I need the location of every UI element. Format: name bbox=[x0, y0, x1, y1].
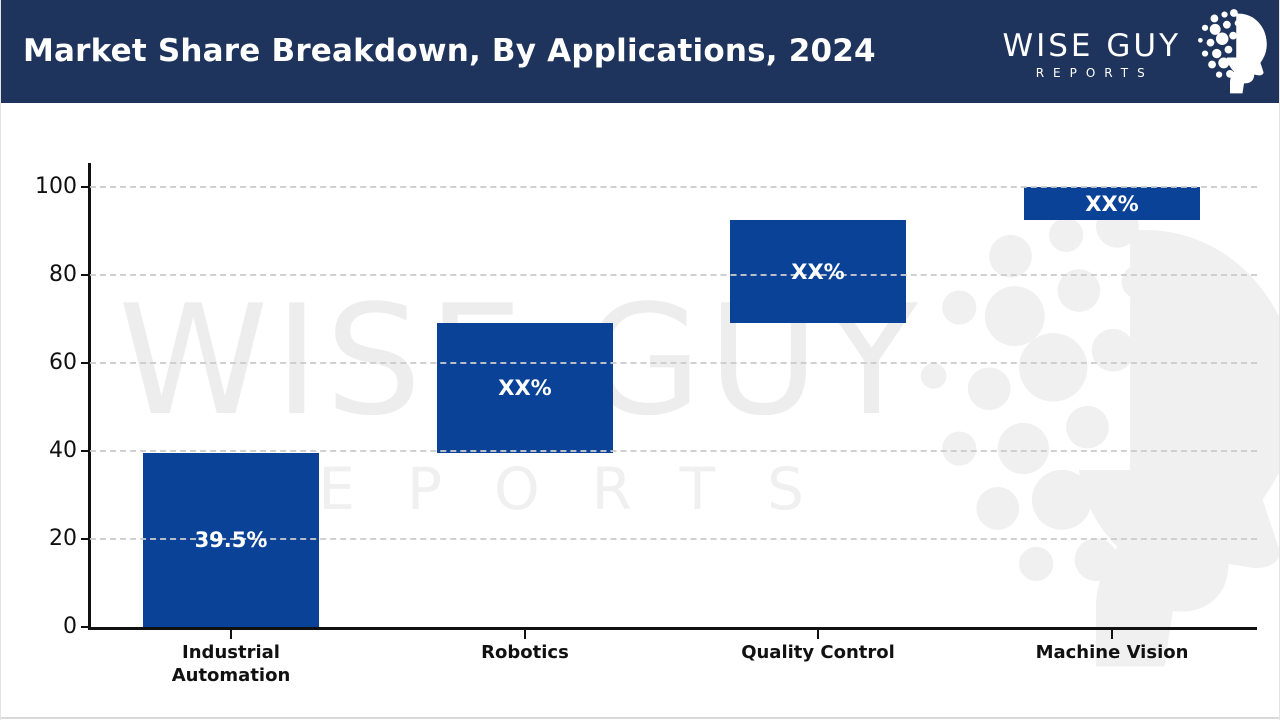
y-axis-tick-label: 60 bbox=[49, 350, 77, 375]
gridline-20 bbox=[90, 538, 1257, 540]
y-axis-tick-mark bbox=[81, 186, 90, 188]
dotted-head-profile-icon bbox=[1198, 9, 1267, 94]
y-axis-tick-label: 20 bbox=[49, 526, 77, 551]
bar-value-label: XX% bbox=[498, 376, 552, 401]
x-axis-category-label: Machine Vision bbox=[1035, 642, 1189, 663]
page-title: Market Share Breakdown, By Applications,… bbox=[23, 33, 876, 69]
y-axis-tick-mark bbox=[81, 362, 90, 364]
x-axis-tick-mark bbox=[1111, 630, 1113, 639]
gridline-40 bbox=[90, 450, 1257, 452]
y-axis-tick-label: 40 bbox=[49, 438, 77, 463]
logo-subtext: REPORTS bbox=[1035, 66, 1154, 80]
gridline-60 bbox=[90, 362, 1257, 364]
y-axis-line bbox=[88, 163, 91, 630]
gridline-100 bbox=[90, 186, 1257, 188]
header: Market Share Breakdown, By Applications,… bbox=[1, 0, 1279, 103]
logo-wordmark: WISE GUY bbox=[1002, 28, 1181, 64]
x-axis-tick-mark bbox=[524, 630, 526, 639]
bar-value-label: XX% bbox=[791, 259, 845, 284]
y-axis-tick-mark bbox=[81, 274, 90, 276]
y-axis-tick-label: 80 bbox=[49, 262, 77, 287]
y-axis-tick-mark bbox=[81, 538, 90, 540]
x-axis-category-label: Quality Control bbox=[741, 642, 895, 663]
bar-value-label: 39.5% bbox=[194, 528, 268, 553]
y-axis-tick-mark bbox=[81, 626, 90, 628]
y-axis-tick-label: 100 bbox=[35, 174, 77, 199]
bar-quality-control bbox=[730, 220, 906, 324]
bottom-rule bbox=[1, 717, 1279, 719]
y-axis-tick-mark bbox=[81, 450, 90, 452]
x-axis-category-label: Industrial Automation bbox=[171, 642, 291, 686]
bar-value-label: XX% bbox=[1085, 191, 1139, 216]
x-axis-tick-mark bbox=[817, 630, 819, 639]
brand-logo: WISE GUY REPORTS bbox=[989, 6, 1269, 98]
brand-logo-text: WISE GUY REPORTS bbox=[1002, 28, 1181, 80]
bar-robotics bbox=[437, 323, 613, 454]
gridline-80 bbox=[90, 274, 1257, 276]
y-axis-tick-label: 0 bbox=[63, 614, 77, 639]
x-axis-line bbox=[88, 627, 1257, 630]
bar-industrial-automation bbox=[143, 453, 319, 627]
x-axis-tick-mark bbox=[230, 630, 232, 639]
x-axis-category-label: Robotics bbox=[481, 642, 569, 663]
